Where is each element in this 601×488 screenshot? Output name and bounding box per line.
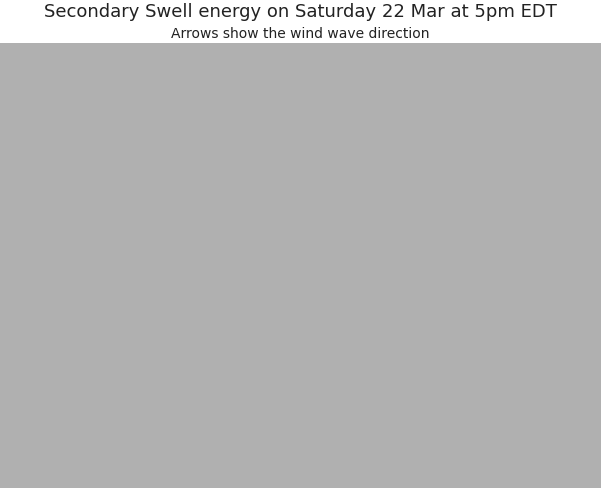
Text: Arrows show the wind wave direction: Arrows show the wind wave direction bbox=[171, 27, 430, 41]
Text: Secondary Swell energy on Saturday 22 Mar at 5pm EDT: Secondary Swell energy on Saturday 22 Ma… bbox=[44, 3, 557, 21]
